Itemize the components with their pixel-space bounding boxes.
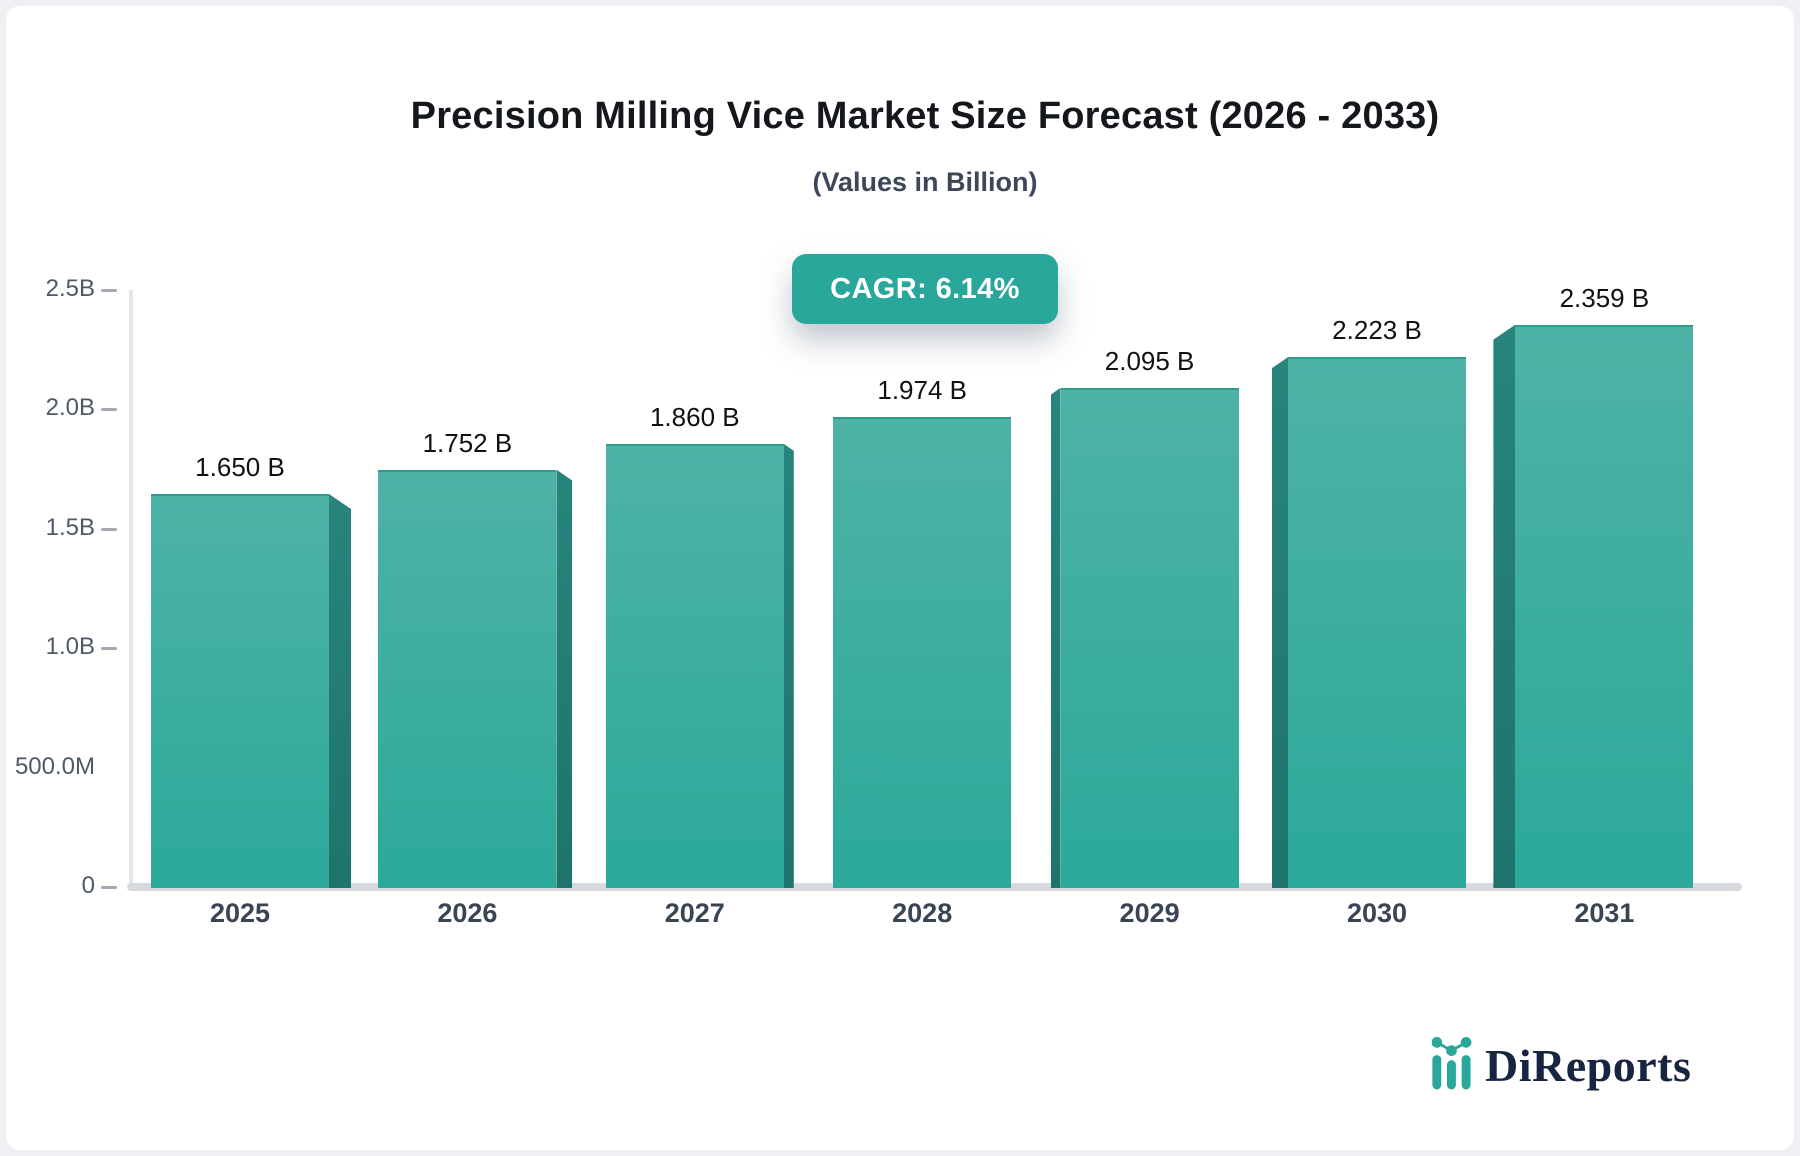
y-axis-label: 0 xyxy=(81,872,95,899)
y-axis-label: 500.0M xyxy=(14,752,95,780)
bar-side-face xyxy=(1493,324,1516,888)
x-axis-label: 2029 xyxy=(1119,898,1180,928)
x-axis-label: 2026 xyxy=(437,898,498,928)
bar-value-label: 1.860 B xyxy=(649,401,740,432)
bar-side-face xyxy=(556,469,573,888)
y-axis-label: 2.5B xyxy=(45,275,95,302)
y-axis-label: 1.0B xyxy=(45,633,95,661)
x-axis-label: 2031 xyxy=(1574,898,1635,928)
chart-subtitle: (Values in Billion) xyxy=(812,167,1038,197)
bar-2025 xyxy=(151,493,329,888)
y-axis-label: 1.5B xyxy=(45,513,95,541)
bar-value-label: 1.974 B xyxy=(877,374,968,405)
y-axis-tick xyxy=(101,289,117,292)
bar-2027 xyxy=(605,443,784,888)
y-axis-tick xyxy=(101,886,117,889)
brand-name: DiReports xyxy=(1485,1040,1692,1091)
x-axis-label: 2025 xyxy=(209,898,271,928)
bar-line-chart-icon xyxy=(1432,1037,1472,1090)
bar-side-face xyxy=(329,493,351,888)
x-axis-label: 2030 xyxy=(1346,898,1408,928)
bar-2026 xyxy=(378,469,557,888)
chart-title: Precision Milling Vice Market Size Forec… xyxy=(410,95,1440,137)
bar-value-label: 1.752 B xyxy=(422,427,513,458)
bar-value-label: 2.359 B xyxy=(1559,282,1650,313)
bar-2031 xyxy=(1515,324,1694,888)
bar-value-label: 1.650 B xyxy=(195,451,285,482)
bar-2030 xyxy=(1288,357,1466,888)
cagr-badge: CAGR: 6.14% xyxy=(792,254,1058,324)
y-axis-line xyxy=(129,290,133,884)
y-axis-tick xyxy=(101,647,117,651)
y-axis-label: 2.0B xyxy=(45,394,95,422)
bar-side-face xyxy=(783,443,794,888)
bar-2029 xyxy=(1060,387,1239,888)
bar-value-label: 2.095 B xyxy=(1104,345,1195,376)
y-axis-tick xyxy=(101,408,117,412)
y-axis-tick xyxy=(101,527,117,531)
brand-logo: DiReports xyxy=(1432,1036,1691,1092)
bar-side-face xyxy=(1050,387,1061,888)
bar-side-face xyxy=(1272,357,1288,888)
bar-value-label: 2.223 B xyxy=(1332,315,1422,346)
x-axis-label: 2027 xyxy=(664,898,725,928)
x-axis-label: 2028 xyxy=(892,898,953,928)
bar-2028 xyxy=(833,416,1012,888)
